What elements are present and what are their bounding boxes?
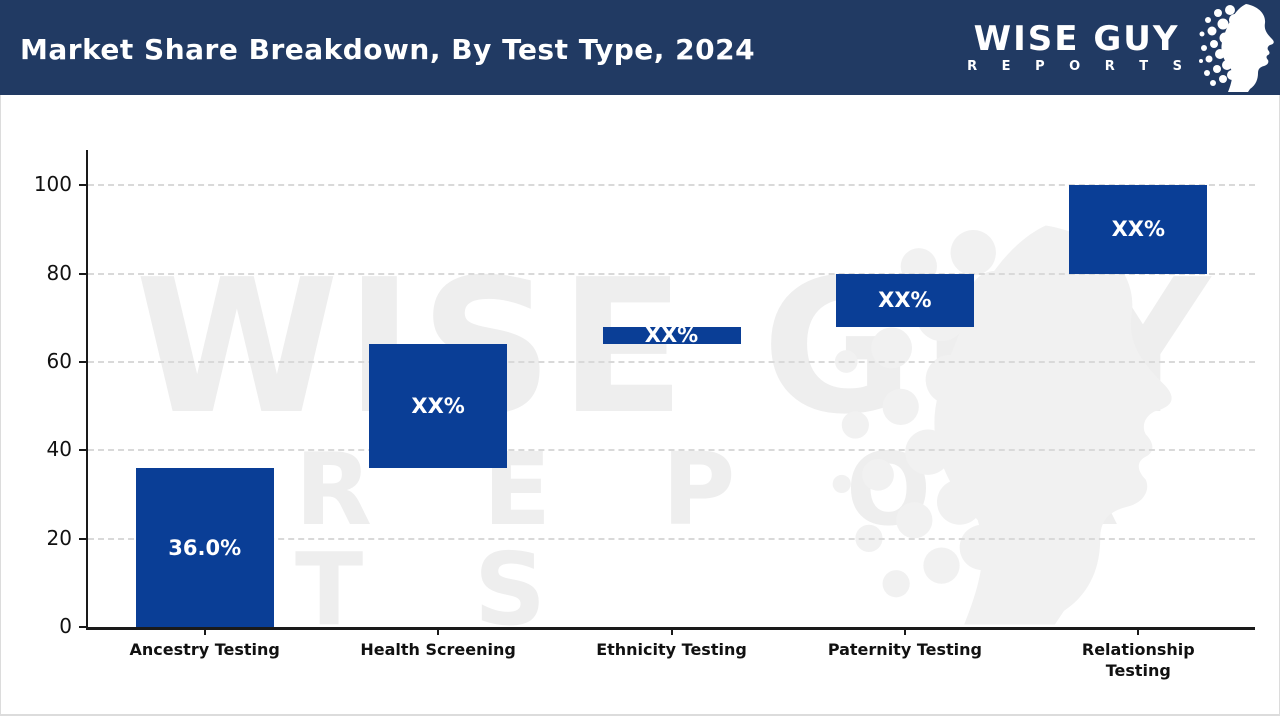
logo-text: WISE GUY R E P O R T S [961,18,1192,75]
x-category-label: Ethnicity Testing [596,640,747,659]
y-tick-label: 20 [46,525,72,550]
bar-relationship-testing: XX% [1069,185,1208,274]
y-tick-mark [79,537,88,540]
page-border-left [0,95,1,715]
x-category-label: Health Screening [360,640,516,659]
gridline-80 [88,272,1255,275]
header-band: Market Share Breakdown, By Test Type, 20… [0,0,1280,95]
logo-subtitle: R E P O R T S [967,59,1192,75]
bar-value-label: 36.0% [168,535,242,560]
bar-value-label: XX% [1111,217,1166,242]
bar-ethnicity-testing: XX% [602,323,741,347]
wise-guy-logo: WISE GUY R E P O R T S [961,4,1280,92]
page-title: Market Share Breakdown, By Test Type, 20… [20,33,756,66]
x-category-label: Relationship Testing [1081,640,1195,680]
logo-wordmark: WISE GUY [973,18,1180,59]
y-tick-mark [79,361,88,363]
head-profile-icon [1199,4,1274,92]
y-tick-mark [79,272,88,275]
y-tick-mark [79,449,88,452]
bar-ancestry-testing: 36.0% [135,468,274,627]
x-category-label: Ancestry Testing [129,640,280,659]
y-tick-label: 100 [33,172,72,197]
y-tick-label: 0 [59,614,72,638]
y-tick-mark [79,184,88,187]
x-tick-mark [1137,627,1140,635]
y-tick-label: 40 [46,437,72,462]
x-axis-spine [86,627,1255,630]
x-tick-mark [903,627,906,635]
y-tick-label: 60 [46,349,72,373]
bar-value-label: XX% [411,394,465,419]
x-tick-mark [670,627,673,635]
y-tick-mark [79,626,88,628]
gridline-60 [88,361,1255,363]
gridline-40 [88,449,1255,452]
gridline-100 [88,184,1255,187]
bar-value-label: XX% [878,288,932,313]
y-axis-spine [86,150,88,629]
bar-value-label: XX% [644,323,699,348]
x-category-label: Paternity Testing [827,640,982,659]
y-tick-label: 80 [46,260,72,285]
x-tick-mark [203,627,206,635]
page-border-bottom [0,714,1280,716]
x-tick-mark [437,627,440,635]
bar-health-screening: XX% [369,344,508,468]
gridline-20 [88,537,1255,540]
bar-paternity-testing: XX% [835,273,974,327]
